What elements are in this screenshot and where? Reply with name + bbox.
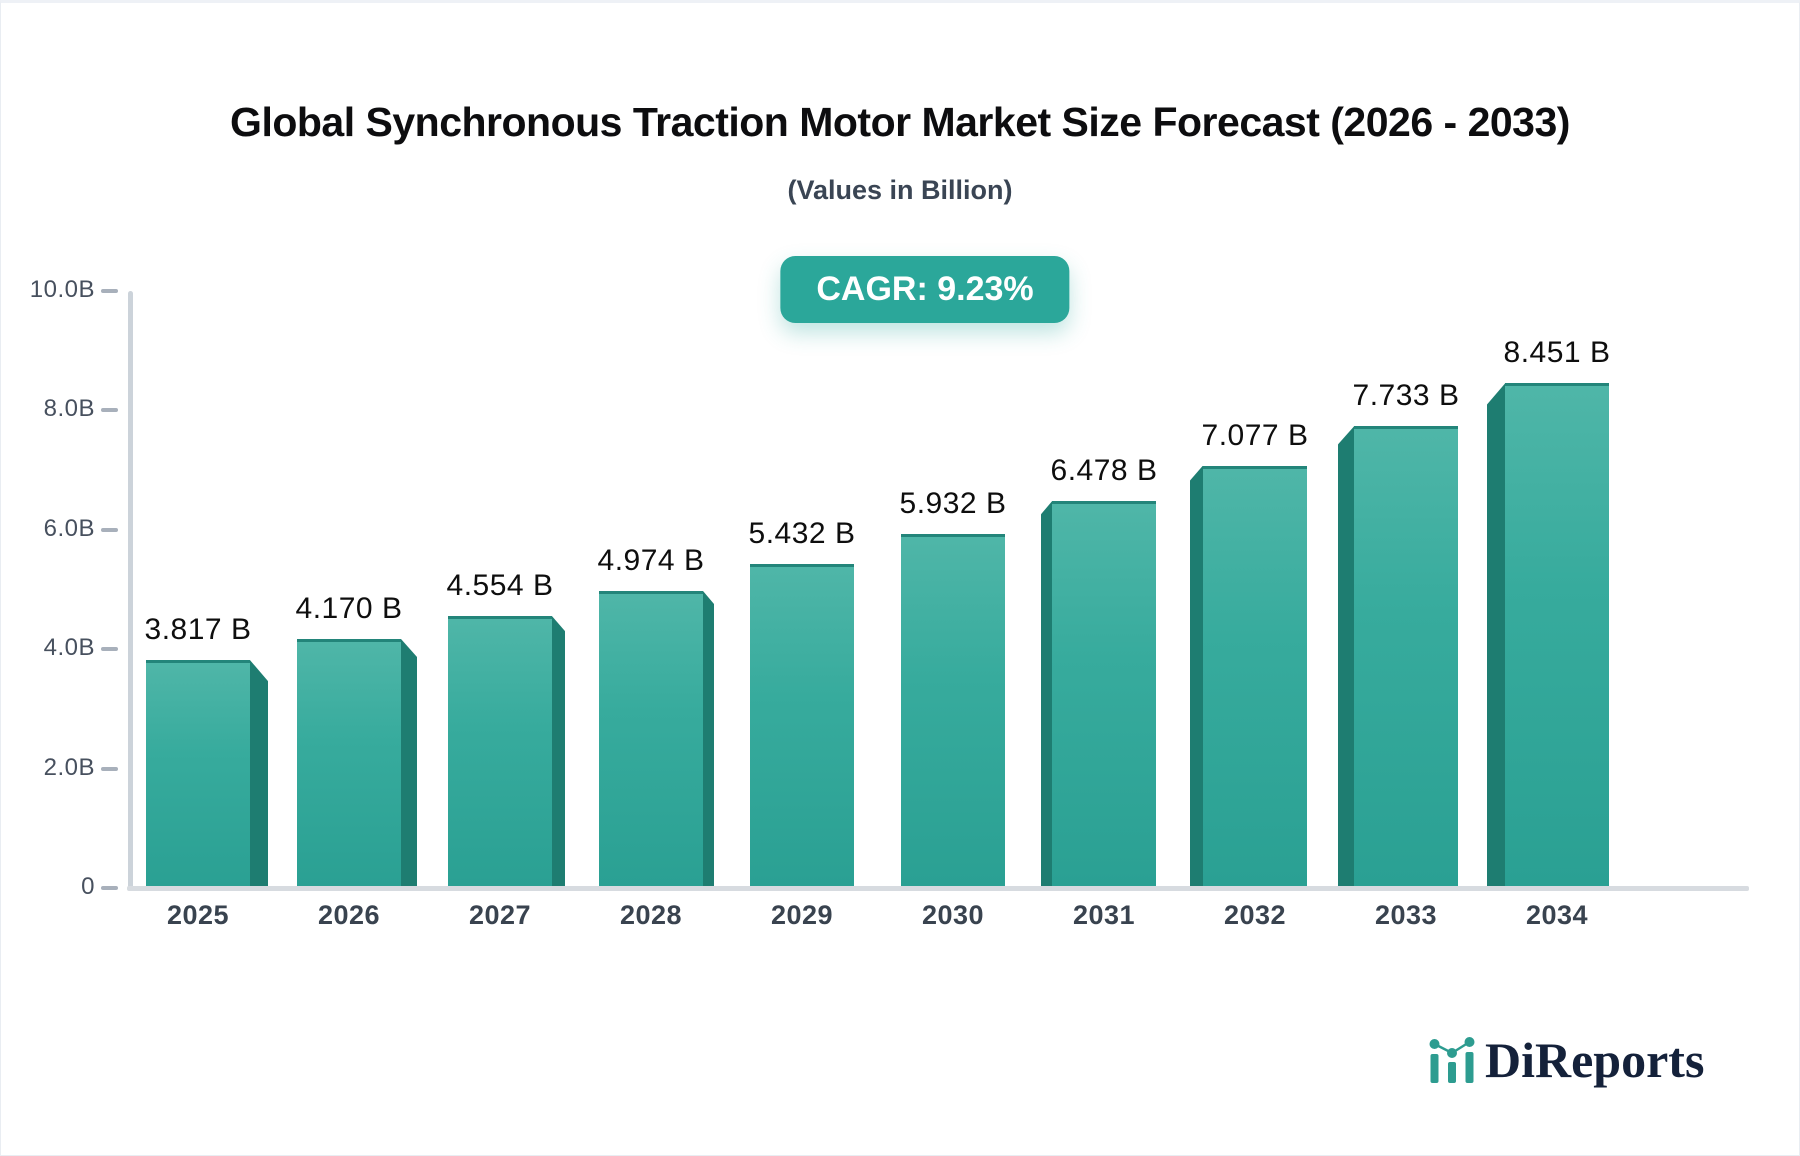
x-axis-label: 2027 bbox=[468, 900, 532, 930]
bar-front bbox=[297, 639, 401, 888]
bar-side bbox=[1190, 465, 1203, 888]
x-axis-label: 2029 bbox=[770, 900, 834, 930]
chart-subtitle: (Values in Billion) bbox=[787, 175, 1013, 205]
x-axis-label: 2025 bbox=[166, 900, 230, 930]
bar-side bbox=[1338, 426, 1354, 888]
x-axis-label: 2031 bbox=[1072, 900, 1136, 930]
bar-side bbox=[703, 591, 714, 888]
y-tick-label: 2.0B bbox=[43, 753, 95, 781]
bar-front bbox=[146, 660, 250, 888]
bar-front bbox=[599, 591, 703, 888]
x-axis-label: 2034 bbox=[1525, 900, 1589, 930]
bar-value-label: 8.451 B bbox=[1503, 336, 1611, 370]
bar-front bbox=[1203, 465, 1307, 888]
bar-value-label: 5.932 B bbox=[899, 486, 1007, 520]
bar-side bbox=[552, 616, 565, 888]
x-axis-label: 2030 bbox=[921, 900, 985, 930]
y-tick-label: 8.0B bbox=[43, 395, 95, 423]
bar-value-label: 7.733 B bbox=[1352, 379, 1460, 413]
y-tick-label: 6.0B bbox=[43, 514, 95, 542]
y-tick-dash bbox=[101, 766, 118, 771]
bar-front bbox=[1354, 426, 1458, 888]
bar-side bbox=[1487, 383, 1505, 888]
bar-side bbox=[401, 639, 417, 888]
brand-logo: DiReports bbox=[1429, 1035, 1704, 1085]
x-axis-label: 2033 bbox=[1374, 900, 1438, 930]
bar-value-label: 4.170 B bbox=[295, 592, 403, 626]
brand-logo-text: DiReports bbox=[1485, 1032, 1705, 1088]
y-tick-dash bbox=[101, 527, 118, 532]
bar-value-label: 7.077 B bbox=[1201, 418, 1309, 452]
bar-value-label: 3.817 B bbox=[144, 613, 252, 647]
cagr-badge: CAGR: 9.23% bbox=[780, 256, 1070, 323]
bar-value-label: 5.432 B bbox=[748, 516, 856, 550]
x-axis-line bbox=[127, 886, 1749, 891]
x-axis-label: 2026 bbox=[317, 900, 381, 930]
chart-title: Global Synchronous Traction Motor Market… bbox=[230, 99, 1570, 145]
bar-front bbox=[1505, 383, 1609, 888]
y-tick-dash bbox=[101, 647, 118, 652]
y-axis-line bbox=[128, 291, 133, 888]
bar-value-label: 4.554 B bbox=[446, 569, 554, 603]
bar-side bbox=[1041, 501, 1052, 888]
x-axis-label: 2028 bbox=[619, 900, 683, 930]
bar-side bbox=[250, 660, 268, 888]
y-tick-dash bbox=[101, 886, 118, 890]
y-tick-label: 0 bbox=[81, 873, 95, 900]
y-tick-dash bbox=[101, 408, 118, 413]
bar-front bbox=[750, 563, 854, 888]
mini-bar-chart-icon bbox=[1429, 1037, 1475, 1083]
bar-value-label: 6.478 B bbox=[1050, 454, 1158, 488]
bar-front bbox=[1052, 501, 1156, 888]
bar-front bbox=[901, 533, 1005, 888]
y-tick-label: 10.0B bbox=[29, 276, 95, 303]
bar-value-label: 4.974 B bbox=[597, 544, 705, 578]
y-tick-label: 4.0B bbox=[43, 634, 95, 662]
y-tick-dash bbox=[101, 289, 118, 293]
x-axis-label: 2032 bbox=[1223, 900, 1287, 930]
bar-front bbox=[448, 616, 552, 888]
